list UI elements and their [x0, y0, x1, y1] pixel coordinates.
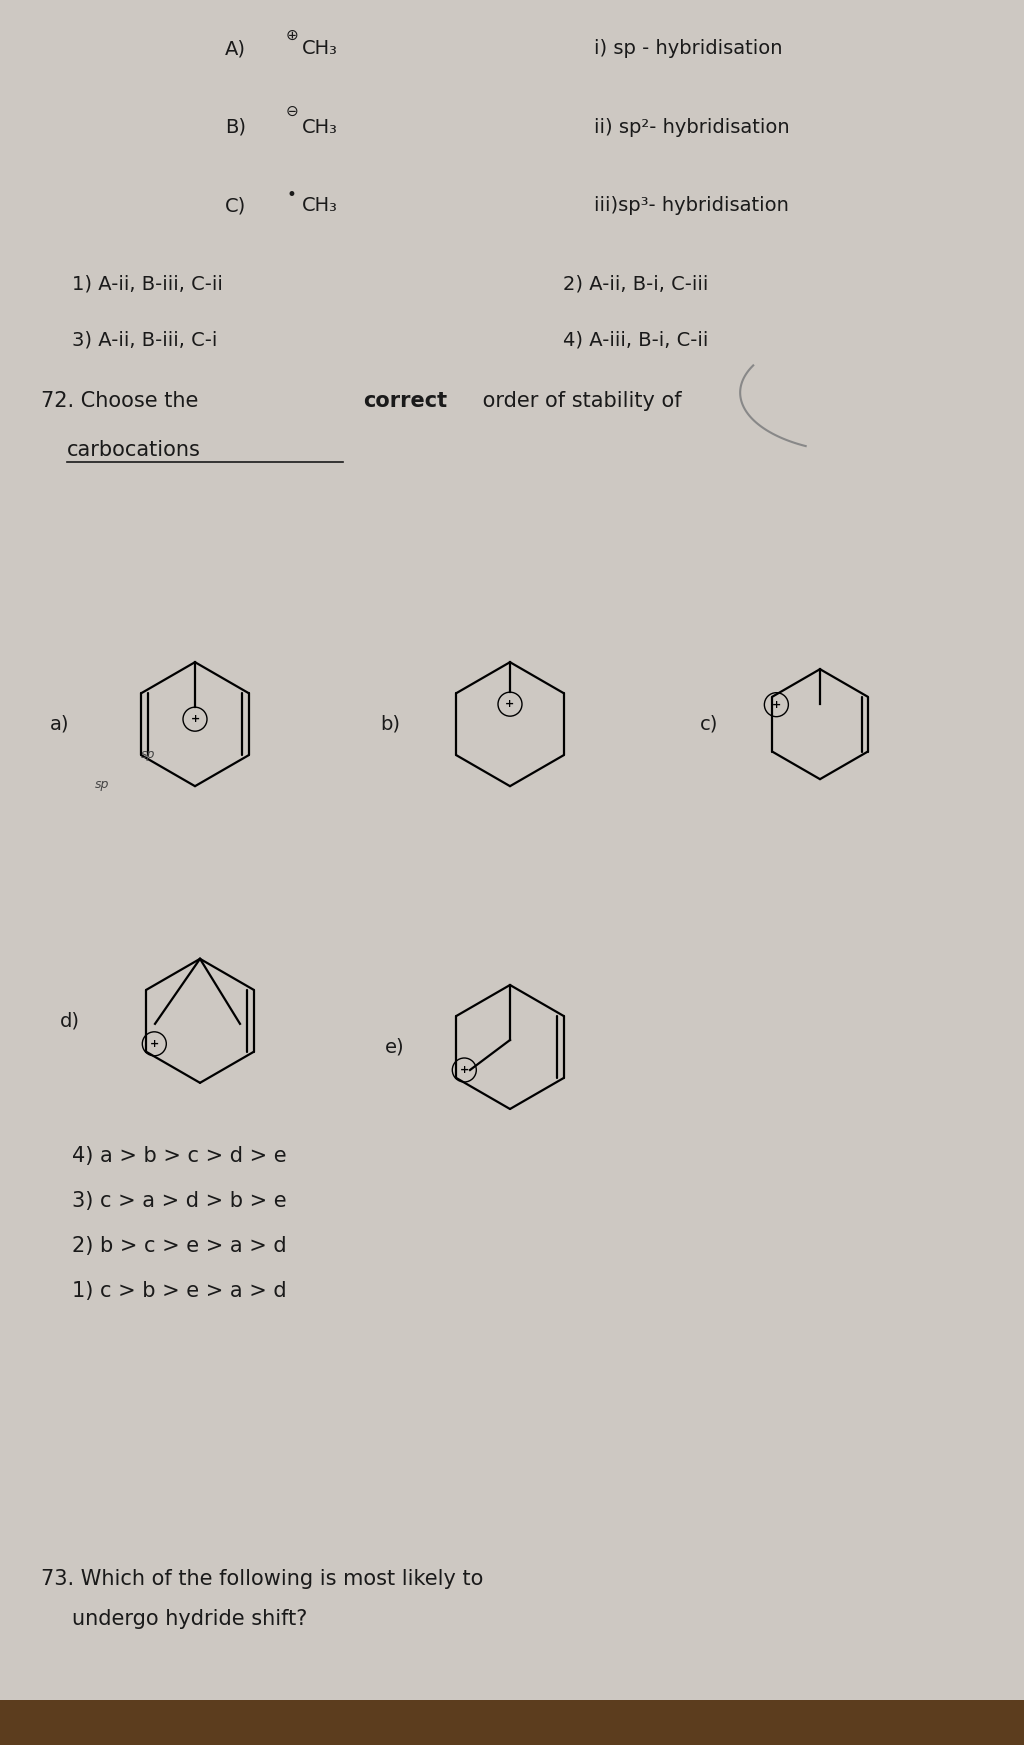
Text: 1) c > b > e > a > d: 1) c > b > e > a > d: [72, 1281, 287, 1302]
Text: C): C): [225, 197, 247, 215]
Text: B): B): [225, 119, 247, 136]
Text: e): e): [385, 1038, 404, 1056]
Text: undergo hydride shift?: undergo hydride shift?: [72, 1609, 307, 1630]
Text: b): b): [380, 715, 400, 733]
Text: 3) c > a > d > b > e: 3) c > a > d > b > e: [72, 1192, 287, 1211]
Text: +: +: [772, 700, 781, 710]
Text: ii) sp²- hybridisation: ii) sp²- hybridisation: [594, 119, 790, 136]
Text: +: +: [506, 700, 515, 708]
Text: 4) A-iii, B-i, C-ii: 4) A-iii, B-i, C-ii: [563, 332, 709, 349]
Text: 73. Which of the following is most likely to: 73. Which of the following is most likel…: [41, 1569, 483, 1590]
Text: CH₃: CH₃: [302, 119, 338, 136]
Text: +: +: [460, 1064, 469, 1075]
Text: 3) A-ii, B-iii, C-i: 3) A-ii, B-iii, C-i: [72, 332, 217, 349]
Text: +: +: [190, 714, 200, 724]
Text: 4) a > b > c > d > e: 4) a > b > c > d > e: [72, 1146, 287, 1166]
Text: c): c): [700, 715, 719, 733]
Text: ⊖: ⊖: [286, 105, 298, 119]
Text: order of stability of: order of stability of: [476, 391, 682, 412]
Text: CH₃: CH₃: [302, 197, 338, 215]
Text: correct: correct: [364, 391, 447, 412]
Text: 2) b > c > e > a > d: 2) b > c > e > a > d: [72, 1235, 287, 1256]
Text: i) sp - hybridisation: i) sp - hybridisation: [594, 40, 782, 58]
Text: ⊕: ⊕: [286, 28, 298, 42]
Text: d): d): [60, 1012, 80, 1030]
Text: +: +: [150, 1038, 159, 1049]
Text: 2) A-ii, B-i, C-iii: 2) A-ii, B-i, C-iii: [563, 276, 709, 293]
FancyBboxPatch shape: [0, 1700, 1024, 1745]
Text: sp: sp: [141, 747, 156, 761]
Text: •: •: [287, 187, 297, 204]
Text: A): A): [225, 40, 247, 58]
Text: sp: sp: [95, 778, 110, 790]
Text: carbocations: carbocations: [67, 440, 201, 461]
Text: CH₃: CH₃: [302, 40, 338, 58]
Text: iii)sp³- hybridisation: iii)sp³- hybridisation: [594, 197, 788, 215]
Text: 72. Choose the: 72. Choose the: [41, 391, 205, 412]
Text: a): a): [50, 715, 70, 733]
Text: 1) A-ii, B-iii, C-ii: 1) A-ii, B-iii, C-ii: [72, 276, 222, 293]
